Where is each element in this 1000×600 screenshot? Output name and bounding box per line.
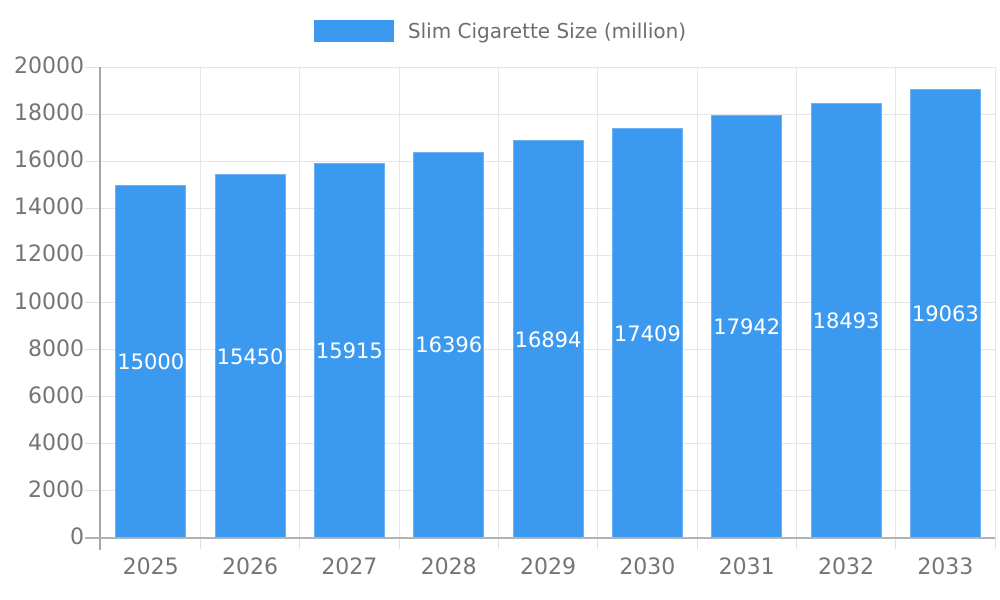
- y-axis-tick-label: 6000: [28, 383, 84, 409]
- bar-2030[interactable]: 17409: [611, 128, 683, 538]
- x-axis-tick-label: 2029: [519, 555, 576, 580]
- y-axis-tick-label: 14000: [14, 195, 84, 221]
- y-axis-tick: [85, 66, 101, 68]
- y-axis-tick: [85, 302, 101, 303]
- x-axis-tick: [597, 538, 599, 549]
- x-axis-tick-label: 2032: [817, 555, 874, 580]
- horizontal-gridline: [101, 113, 995, 115]
- bar-value-label: 17409: [613, 321, 681, 346]
- bar-2025[interactable]: 15000: [115, 184, 187, 538]
- bar-2031[interactable]: 17942: [711, 115, 783, 538]
- bar-value-label: 17942: [713, 315, 781, 340]
- bar-value-label: 16396: [415, 333, 483, 358]
- vertical-gridline: [795, 67, 797, 538]
- x-axis-tick: [795, 538, 797, 549]
- y-axis-tick-label: 16000: [14, 148, 84, 174]
- y-axis-tick-label: 10000: [14, 289, 84, 315]
- y-axis-line: [99, 67, 101, 550]
- y-axis-tick: [85, 113, 101, 115]
- vertical-gridline: [696, 67, 698, 538]
- y-axis-tick: [85, 349, 101, 351]
- y-axis-tick-label: 4000: [28, 430, 84, 456]
- x-axis-tick-label: 2033: [917, 555, 974, 580]
- y-axis-tick-label: 12000: [14, 242, 84, 268]
- bar-value-label: 19063: [911, 302, 979, 327]
- plot-area: 15000 15450 15915 16396 16894 17409 17942 18493…: [85, 66, 996, 549]
- y-axis-tick: [85, 490, 101, 492]
- x-axis-tick-label: 2031: [718, 555, 775, 580]
- bar-2026[interactable]: 15450: [214, 174, 286, 538]
- bar-2029[interactable]: 16894: [512, 140, 584, 538]
- vertical-gridline: [895, 67, 897, 538]
- y-axis-tick-label: 18000: [14, 101, 84, 127]
- y-axis-tick-label: 0: [70, 525, 84, 550]
- y-axis-tick: [85, 160, 101, 162]
- horizontal-gridline: [101, 66, 995, 68]
- bar-2033[interactable]: 19063: [909, 89, 981, 538]
- x-axis-tick-label: 2025: [122, 555, 179, 580]
- bar-value-label: 16894: [514, 327, 582, 352]
- vertical-gridline: [299, 67, 301, 538]
- x-axis-tick: [696, 538, 698, 549]
- bar-2028[interactable]: 16396: [413, 151, 485, 538]
- x-axis-line: [85, 537, 995, 539]
- vertical-gridline: [994, 67, 996, 538]
- y-axis-tick: [85, 207, 101, 209]
- x-axis-tick-label: 2027: [321, 555, 378, 580]
- y-axis-tick-label: 2000: [28, 477, 84, 503]
- vertical-gridline: [497, 67, 499, 538]
- x-axis-tick-label: 2028: [420, 555, 477, 580]
- bar-value-label: 15450: [216, 344, 284, 369]
- legend-swatch: [313, 20, 394, 42]
- vertical-gridline: [398, 67, 400, 538]
- y-axis-tick: [85, 254, 101, 256]
- bar-2032[interactable]: 18493: [810, 102, 882, 538]
- vertical-gridline: [597, 67, 599, 538]
- legend[interactable]: Slim Cigarette Size (million): [0, 19, 1000, 43]
- x-axis-tick: [299, 538, 301, 549]
- bar-value-label: 15915: [315, 339, 383, 364]
- x-axis-tick: [398, 538, 400, 549]
- legend-label: Slim Cigarette Size (million): [407, 19, 687, 43]
- x-axis-tick-label: 2030: [619, 555, 676, 580]
- bar-value-label: 18493: [812, 308, 880, 333]
- x-axis-tick: [895, 538, 897, 549]
- x-axis-tick: [994, 538, 996, 549]
- x-axis-tick: [497, 538, 499, 549]
- bar-value-label: 15000: [117, 349, 185, 374]
- vertical-gridline: [199, 67, 201, 538]
- y-axis-tick-label: 20000: [14, 54, 84, 79]
- y-axis-tick: [85, 396, 101, 398]
- y-axis-tick: [85, 443, 101, 445]
- y-axis-tick-label: 8000: [28, 336, 84, 362]
- x-axis-tick-label: 2026: [221, 555, 278, 580]
- x-axis-tick: [199, 538, 201, 549]
- bar-2027[interactable]: 15915: [313, 163, 385, 538]
